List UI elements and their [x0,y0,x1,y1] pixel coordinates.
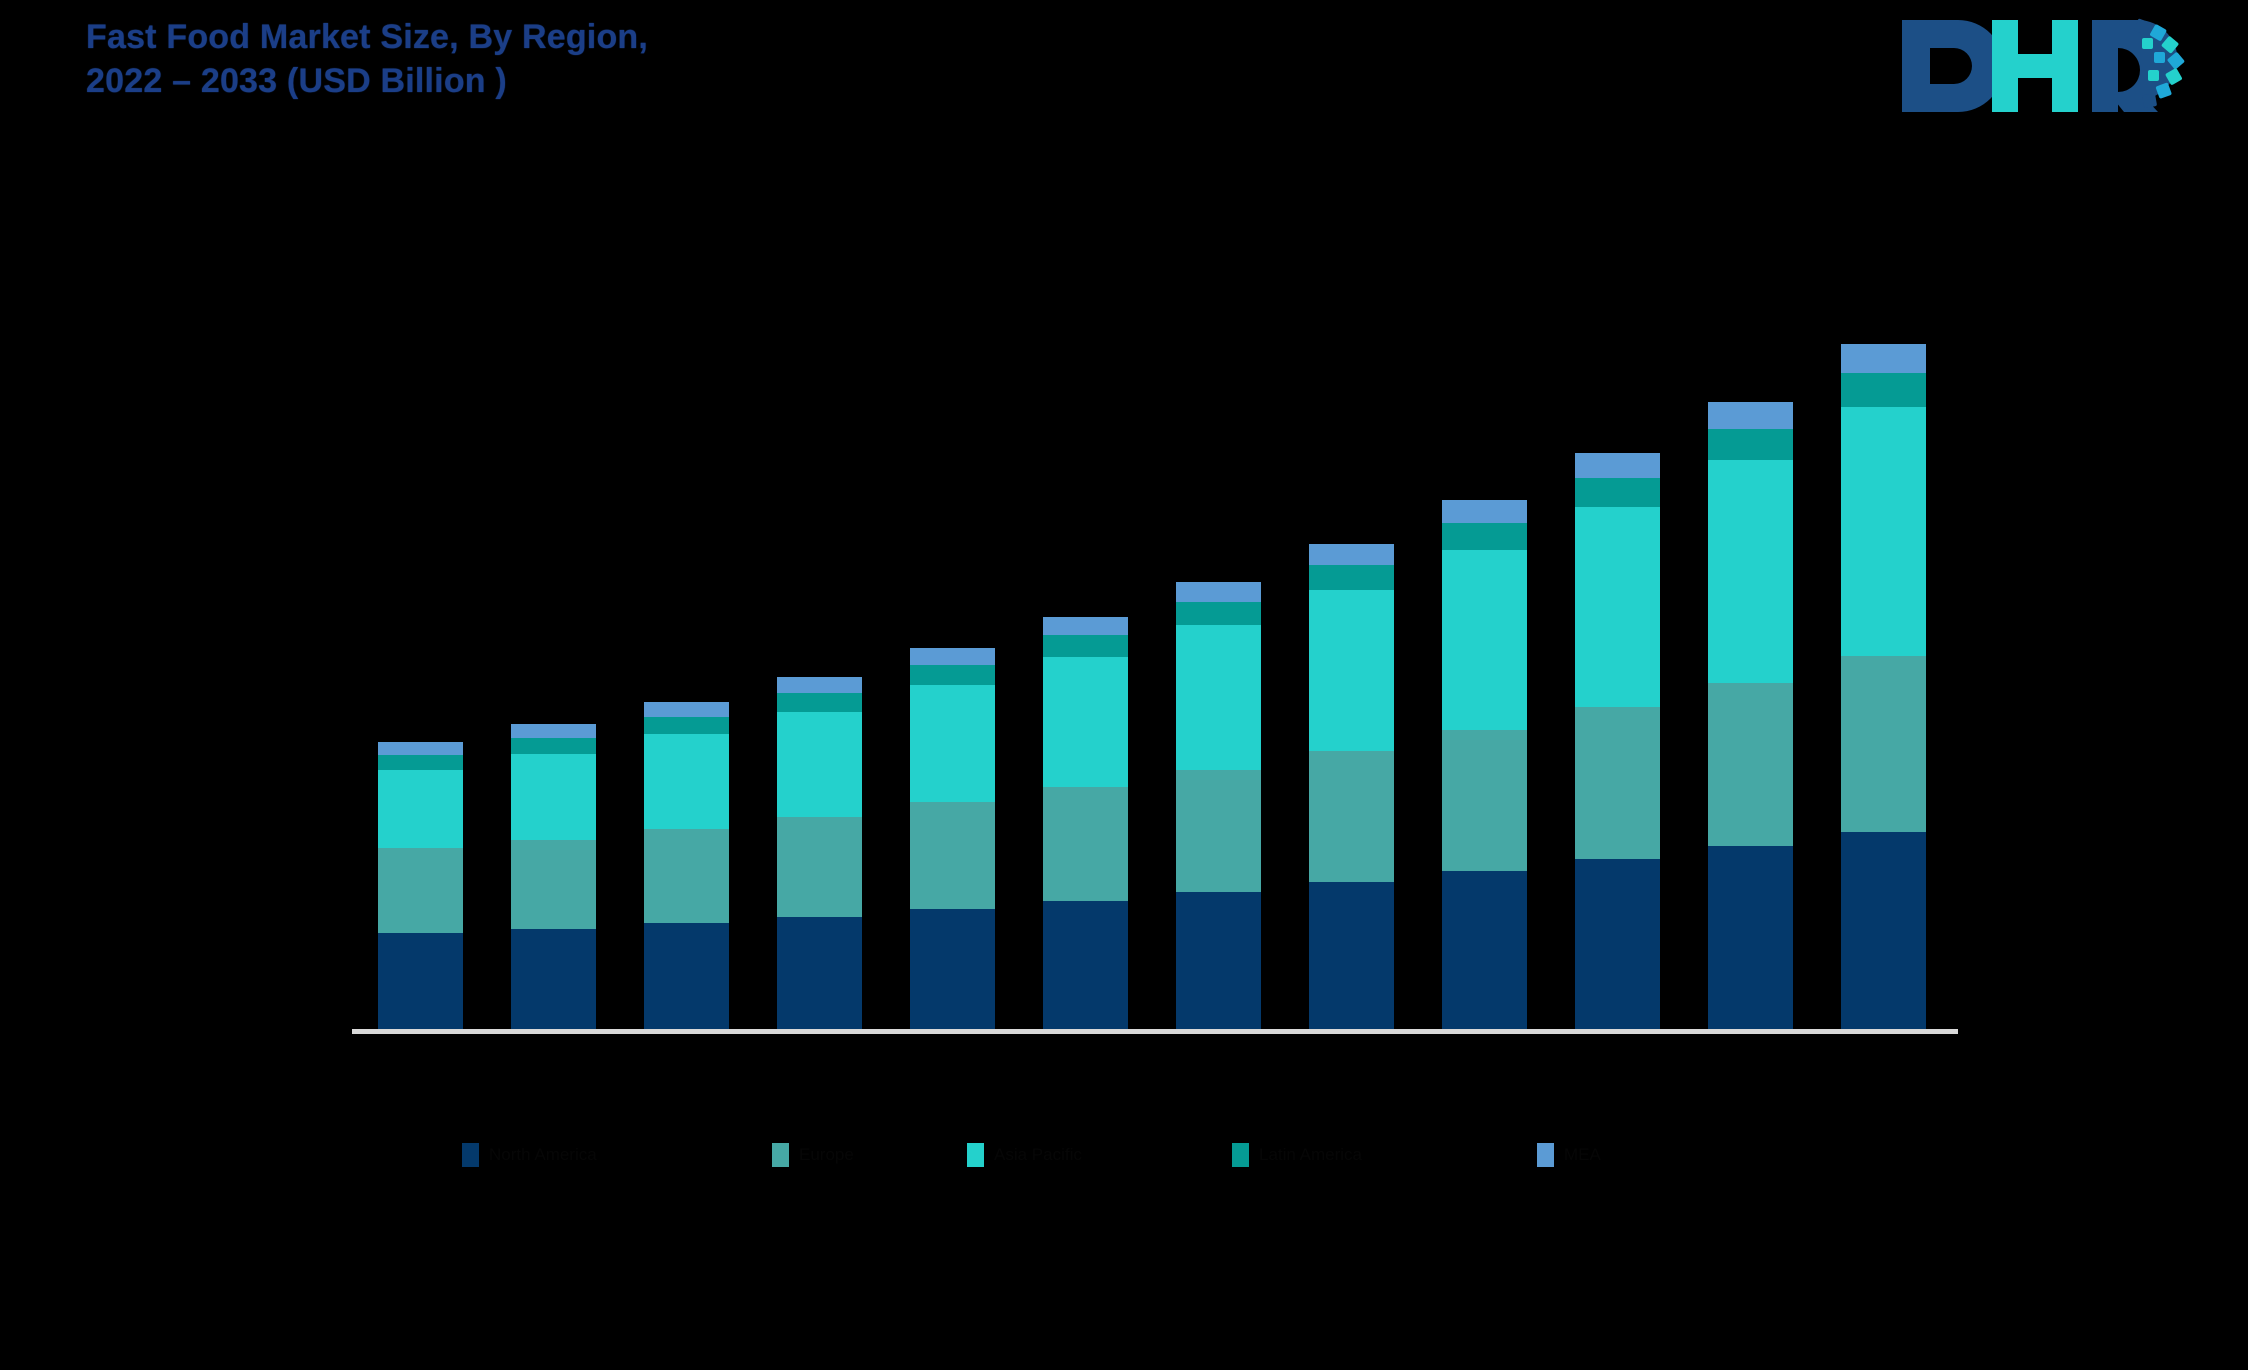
bar-segment[interactable] [1442,523,1527,550]
bar-segment[interactable] [1442,730,1527,871]
bar-segment[interactable] [910,665,995,685]
bar-group[interactable] [1841,344,1926,1029]
bar-group[interactable] [378,742,463,1029]
bar-segment[interactable] [1841,373,1926,407]
bar-segment[interactable] [511,929,596,1029]
bar-segment[interactable] [1043,657,1128,787]
bar-segment[interactable] [1309,590,1394,751]
legend-label: Latin America [1259,1145,1362,1164]
bar-segment[interactable] [777,917,862,1029]
bar-group[interactable] [1176,582,1261,1029]
bar-group[interactable] [1708,402,1793,1029]
bar-segment[interactable] [910,802,995,909]
bar-segment[interactable] [910,909,995,1029]
bar-segment[interactable] [910,648,995,665]
logo-letter-d [1902,20,2004,112]
bar-segment[interactable] [378,770,463,848]
bar-segment[interactable] [1575,507,1660,707]
page-title: Fast Food Market Size, By Region, 2022 –… [86,18,649,100]
bar-segment[interactable] [378,742,463,755]
bar-group[interactable] [910,648,995,1029]
bar-segment[interactable] [1176,582,1261,602]
chart-legend: North America Europe Asia Pacific Latin Ame… [352,1140,1958,1180]
bar-segment[interactable] [644,702,729,717]
legend-label: MEA [1564,1145,1601,1164]
bar-segment[interactable] [1841,407,1926,656]
bar-group[interactable] [1442,500,1527,1029]
bar-segment[interactable] [378,755,463,770]
legend-label: Asia Pacific [994,1145,1082,1164]
bar-segment[interactable] [378,848,463,933]
bar-segment[interactable] [644,923,729,1029]
bar-group[interactable] [1043,617,1128,1029]
logo-letter-r [2092,20,2178,112]
bar-segment[interactable] [1043,787,1128,901]
bar-segment[interactable] [1043,635,1128,657]
bar-segment[interactable] [1708,683,1793,846]
bar-segment[interactable] [644,734,729,829]
bar-segment[interactable] [1841,832,1926,1029]
chart-plot-area [352,150,1958,1034]
bar-segment[interactable] [1575,859,1660,1029]
bar-segment[interactable] [1043,617,1128,635]
bar-group[interactable] [644,702,729,1029]
legend-swatch-icon [1232,1143,1249,1167]
bar-segment[interactable] [1442,500,1527,523]
bar-segment[interactable] [1708,429,1793,460]
bar-segment[interactable] [1575,478,1660,507]
bar-segment[interactable] [511,840,596,929]
bar-segment[interactable] [777,817,862,917]
bar-segment[interactable] [511,754,596,840]
x-axis-line [352,1029,1958,1034]
bar-segment[interactable] [644,717,729,734]
bar-segment[interactable] [1575,453,1660,478]
bar-segment[interactable] [1708,460,1793,683]
bar-segment[interactable] [1176,892,1261,1029]
legend-swatch-icon [967,1143,984,1167]
bar-group[interactable] [1309,544,1394,1029]
bar-segment[interactable] [1442,871,1527,1029]
bar-segment[interactable] [1575,707,1660,859]
bar-segment[interactable] [1309,565,1394,590]
bar-segment[interactable] [644,829,729,923]
legend-item[interactable]: Asia Pacific [967,1140,1082,1170]
legend-swatch-icon [1537,1143,1554,1167]
bar-segment[interactable] [1841,344,1926,373]
dhr-logo [1896,14,2196,124]
bar-segment[interactable] [511,724,596,738]
bar-segment[interactable] [1309,544,1394,565]
bar-segment[interactable] [1176,770,1261,892]
bar-group[interactable] [1575,453,1660,1029]
bar-segment[interactable] [378,933,463,1029]
bar-segment[interactable] [777,712,862,817]
logo-letter-h [1992,20,2078,112]
legend-item[interactable]: MEA [1537,1140,1601,1170]
legend-label: North America [489,1145,597,1164]
legend-item[interactable]: North America [462,1140,597,1170]
legend-swatch-icon [772,1143,789,1167]
bar-segment[interactable] [1442,550,1527,730]
bar-segment[interactable] [1176,602,1261,625]
bar-segment[interactable] [1176,625,1261,770]
bar-segment[interactable] [910,685,995,802]
bars-layer [352,150,1958,1034]
bar-segment[interactable] [511,738,596,754]
legend-item[interactable]: Latin America [1232,1140,1362,1170]
bar-segment[interactable] [777,677,862,693]
bar-segment[interactable] [1043,901,1128,1029]
legend-swatch-icon [462,1143,479,1167]
bar-segment[interactable] [1708,846,1793,1029]
bar-segment[interactable] [1309,751,1394,882]
logo-dot-arc [2134,18,2185,108]
legend-label: Europe [799,1145,854,1164]
bar-group[interactable] [777,677,862,1029]
bar-segment[interactable] [1309,882,1394,1029]
legend-item[interactable]: Europe [772,1140,854,1170]
bar-group[interactable] [511,724,596,1029]
bar-segment[interactable] [1841,656,1926,832]
bar-segment[interactable] [1708,402,1793,429]
bar-segment[interactable] [777,693,862,712]
